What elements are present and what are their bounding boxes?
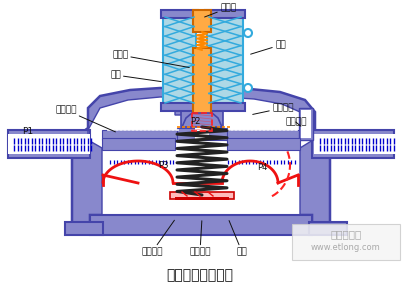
Text: www.etlong.com: www.etlong.com — [311, 244, 381, 253]
Bar — [102, 130, 177, 140]
Text: 膜片: 膜片 — [229, 220, 247, 256]
Bar — [210, 108, 223, 130]
Bar — [8, 130, 90, 158]
Text: 弹簧: 弹簧 — [251, 41, 286, 54]
Text: 主阀阀芯: 主阀阀芯 — [189, 221, 211, 256]
Text: 导阁阀座: 导阁阀座 — [253, 103, 293, 114]
Bar — [161, 103, 198, 111]
Text: 管道联系式电磁阀: 管道联系式电磁阀 — [166, 268, 233, 282]
Bar — [301, 110, 311, 138]
Circle shape — [244, 84, 252, 92]
Bar — [225, 130, 300, 140]
Text: 动鐵心: 动鐵心 — [112, 51, 189, 67]
Polygon shape — [182, 113, 222, 127]
Polygon shape — [72, 88, 330, 230]
Bar — [163, 15, 196, 105]
Bar — [8, 134, 90, 154]
Bar — [292, 224, 400, 260]
Bar — [102, 138, 175, 150]
Text: P4: P4 — [257, 164, 267, 173]
Bar — [193, 48, 211, 116]
Text: P3: P3 — [158, 161, 168, 169]
Bar — [90, 215, 312, 235]
Text: P2: P2 — [190, 117, 200, 126]
Bar — [170, 192, 234, 199]
Bar — [227, 138, 300, 150]
Bar — [195, 128, 209, 140]
Bar — [65, 222, 103, 235]
Bar — [193, 10, 211, 32]
Bar — [205, 103, 245, 111]
Text: P1: P1 — [22, 128, 33, 136]
Bar — [161, 10, 198, 18]
Text: 渗压孔道: 渗压孔道 — [285, 117, 307, 126]
Bar — [192, 113, 212, 131]
Text: 线圈: 线圈 — [110, 70, 161, 81]
Bar — [181, 108, 194, 130]
Polygon shape — [88, 97, 313, 215]
Bar — [205, 10, 245, 18]
Bar — [299, 108, 313, 140]
Text: 主阀阀座: 主阀阀座 — [141, 220, 174, 256]
Bar — [309, 222, 347, 235]
Bar — [312, 130, 394, 158]
Bar — [207, 15, 243, 105]
Bar — [314, 134, 396, 154]
Text: 易龙商务网: 易龙商务网 — [330, 229, 362, 239]
Circle shape — [244, 29, 252, 37]
Text: 定鐵心: 定鐵心 — [205, 4, 236, 17]
Bar — [177, 128, 227, 140]
Text: 平衡孔道: 平衡孔道 — [55, 105, 115, 132]
Bar — [175, 197, 229, 200]
